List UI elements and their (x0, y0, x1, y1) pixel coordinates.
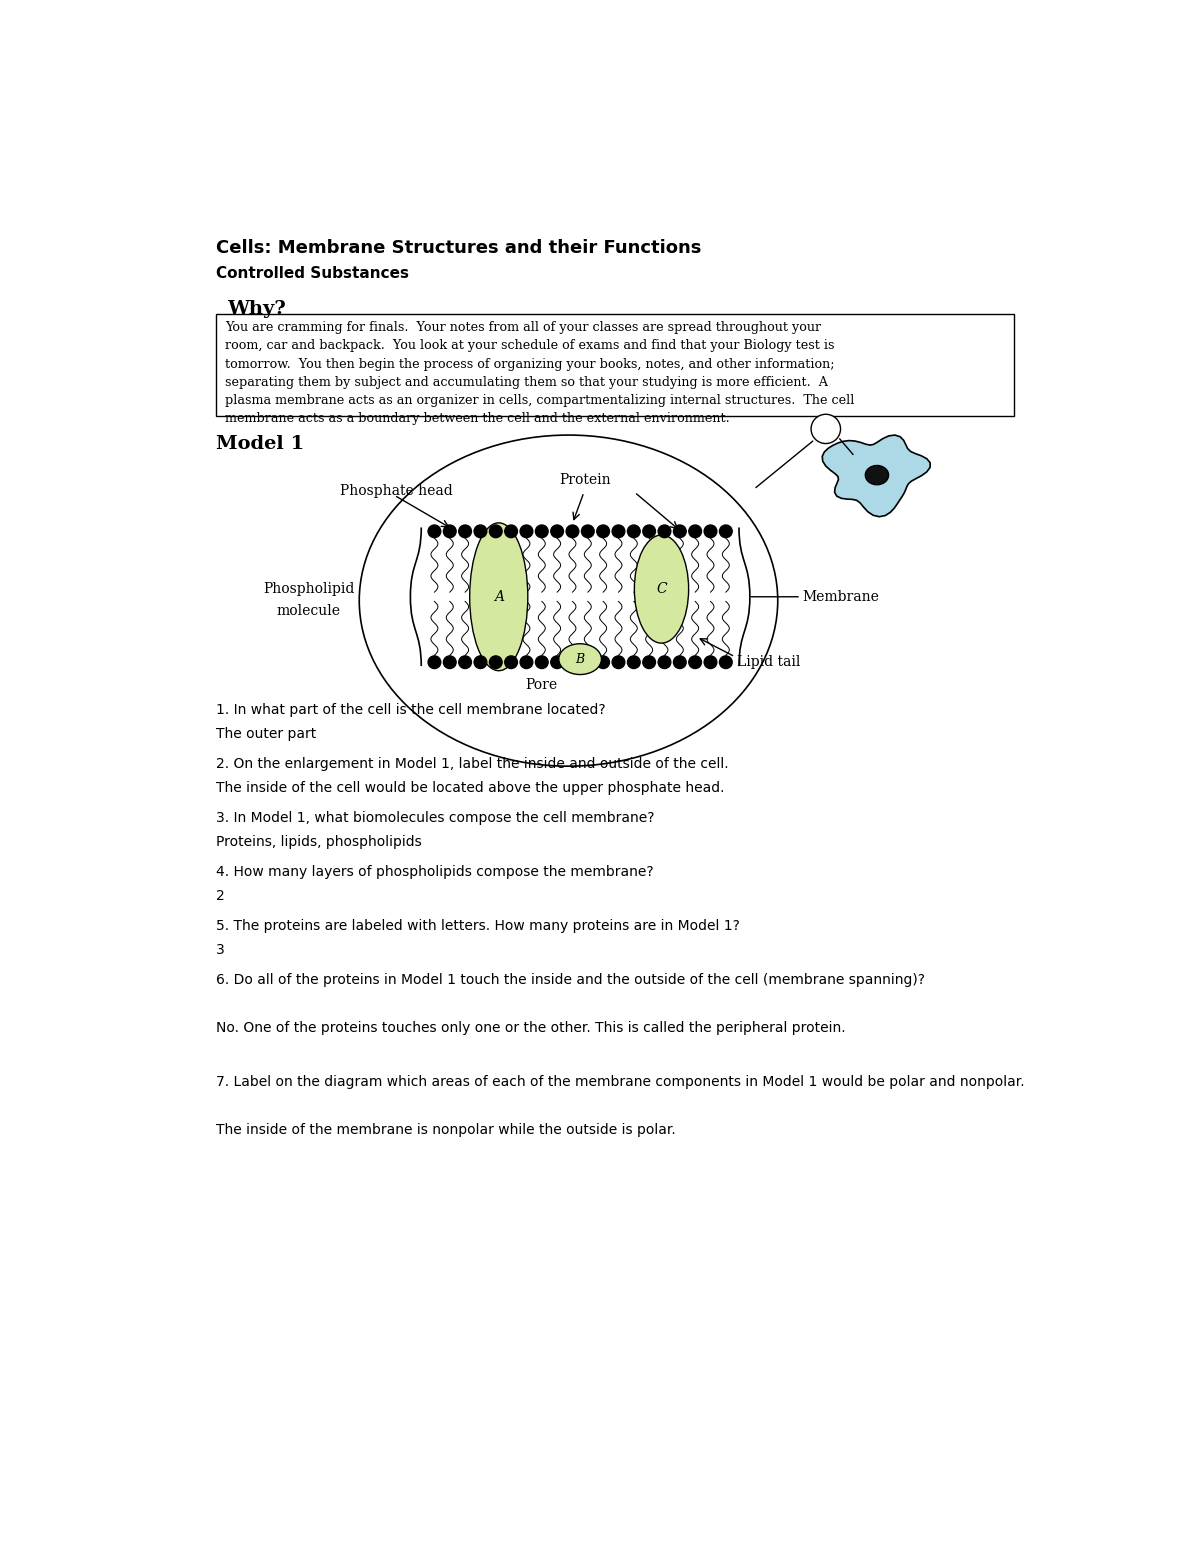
Circle shape (428, 655, 440, 668)
Circle shape (458, 525, 472, 537)
Circle shape (689, 655, 702, 668)
Text: 2: 2 (216, 888, 224, 902)
Circle shape (596, 525, 610, 537)
Circle shape (720, 525, 732, 537)
Circle shape (444, 655, 456, 668)
Text: Why?: Why? (228, 300, 287, 318)
Text: A: A (493, 590, 504, 604)
Text: The outer part: The outer part (216, 727, 316, 741)
Text: The inside of the cell would be located above the upper phosphate head.: The inside of the cell would be located … (216, 781, 725, 795)
Circle shape (720, 655, 732, 668)
Circle shape (520, 525, 533, 537)
Text: Cells: Membrane Structures and their Functions: Cells: Membrane Structures and their Fun… (216, 239, 701, 256)
Text: Model 1: Model 1 (216, 435, 304, 453)
Circle shape (612, 655, 625, 668)
Circle shape (444, 525, 456, 537)
Text: Membrane: Membrane (803, 590, 880, 604)
Circle shape (428, 525, 440, 537)
Text: 3. In Model 1, what biomolecules compose the cell membrane?: 3. In Model 1, what biomolecules compose… (216, 811, 654, 825)
Text: Phosphate head: Phosphate head (340, 483, 452, 497)
Circle shape (520, 655, 533, 668)
Circle shape (658, 655, 671, 668)
Circle shape (551, 525, 564, 537)
Circle shape (643, 655, 655, 668)
Circle shape (505, 655, 517, 668)
Circle shape (458, 655, 472, 668)
Circle shape (551, 655, 564, 668)
Text: molecule: molecule (277, 604, 341, 618)
Circle shape (673, 655, 686, 668)
Ellipse shape (635, 536, 689, 643)
Text: You are cramming for finals.  Your notes from all of your classes are spread thr: You are cramming for finals. Your notes … (226, 321, 854, 426)
Circle shape (535, 655, 548, 668)
Circle shape (566, 525, 578, 537)
Text: No. One of the proteins touches only one or the other. This is called the periph: No. One of the proteins touches only one… (216, 1020, 846, 1034)
Circle shape (490, 525, 502, 537)
Text: B: B (576, 652, 584, 666)
Circle shape (474, 655, 487, 668)
Circle shape (704, 525, 716, 537)
Circle shape (474, 525, 487, 537)
Text: Controlled Substances: Controlled Substances (216, 266, 409, 281)
Circle shape (505, 525, 517, 537)
Ellipse shape (865, 466, 888, 485)
Text: Proteins, lipids, phospholipids: Proteins, lipids, phospholipids (216, 836, 421, 849)
Text: 1. In what part of the cell is the cell membrane located?: 1. In what part of the cell is the cell … (216, 704, 606, 717)
Circle shape (628, 655, 640, 668)
Text: 7. Label on the diagram which areas of each of the membrane components in Model : 7. Label on the diagram which areas of e… (216, 1075, 1025, 1089)
Text: 6. Do all of the proteins in Model 1 touch the inside and the outside of the cel: 6. Do all of the proteins in Model 1 tou… (216, 972, 925, 986)
Circle shape (643, 525, 655, 537)
Text: 5. The proteins are labeled with letters. How many proteins are in Model 1?: 5. The proteins are labeled with letters… (216, 919, 739, 933)
Text: 4. How many layers of phospholipids compose the membrane?: 4. How many layers of phospholipids comp… (216, 865, 654, 879)
Circle shape (582, 655, 594, 668)
Text: Phospholipid: Phospholipid (263, 582, 354, 596)
Text: Pore: Pore (526, 677, 558, 691)
Text: Lipid tail: Lipid tail (738, 655, 800, 669)
Circle shape (582, 525, 594, 537)
Text: Protein: Protein (559, 474, 611, 488)
Ellipse shape (559, 644, 601, 674)
Circle shape (704, 655, 716, 668)
Text: 3: 3 (216, 943, 224, 957)
PathPatch shape (822, 435, 930, 517)
FancyBboxPatch shape (216, 314, 1014, 416)
Circle shape (490, 655, 502, 668)
Text: The inside of the membrane is nonpolar while the outside is polar.: The inside of the membrane is nonpolar w… (216, 1123, 676, 1137)
Circle shape (689, 525, 702, 537)
Ellipse shape (359, 435, 778, 766)
Circle shape (596, 655, 610, 668)
Circle shape (628, 525, 640, 537)
Circle shape (566, 655, 578, 668)
Text: 2. On the enlargement in Model 1, label the inside and outside of the cell.: 2. On the enlargement in Model 1, label … (216, 756, 728, 770)
Circle shape (612, 525, 625, 537)
Circle shape (535, 525, 548, 537)
Ellipse shape (811, 415, 840, 444)
Circle shape (658, 525, 671, 537)
Text: C: C (656, 582, 667, 596)
Circle shape (673, 525, 686, 537)
Ellipse shape (469, 523, 528, 671)
